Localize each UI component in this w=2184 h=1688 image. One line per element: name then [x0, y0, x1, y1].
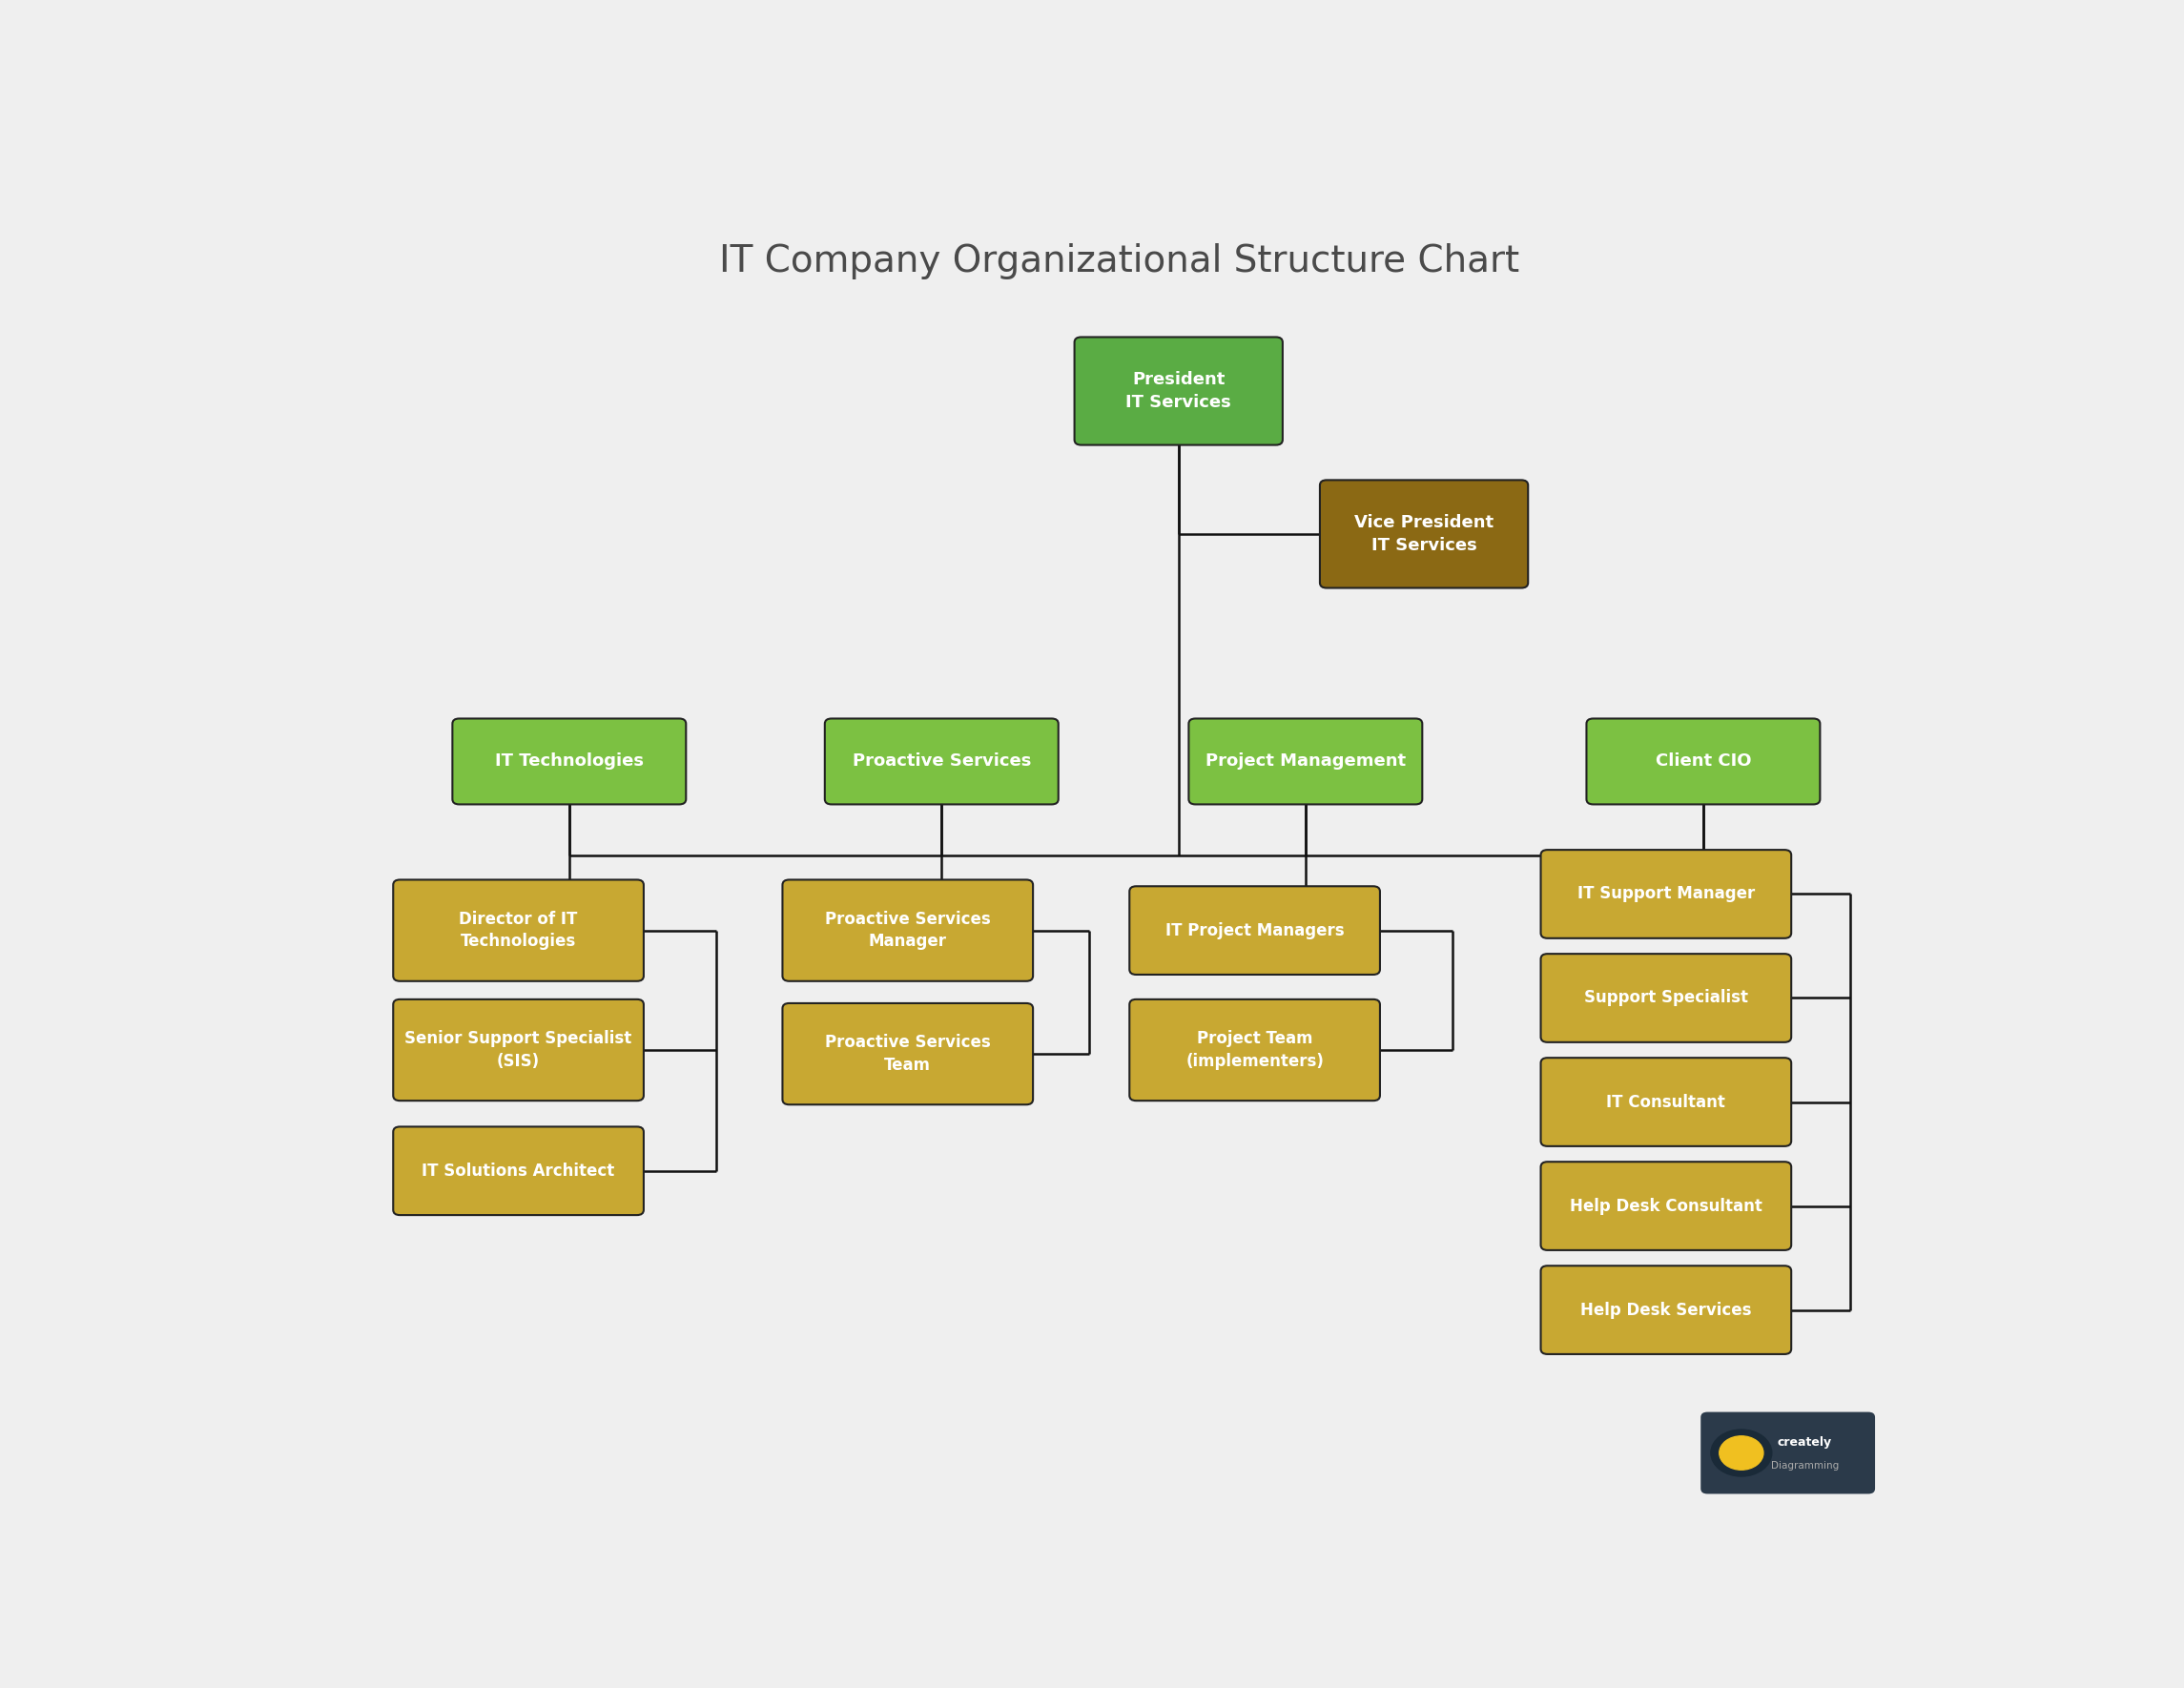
FancyBboxPatch shape: [393, 1126, 644, 1215]
Text: Vice President
IT Services: Vice President IT Services: [1354, 515, 1494, 554]
Circle shape: [1719, 1436, 1762, 1470]
Text: IT Technologies: IT Technologies: [496, 753, 644, 770]
FancyBboxPatch shape: [1129, 886, 1380, 974]
Text: Project Management: Project Management: [1206, 753, 1406, 770]
Text: Support Specialist: Support Specialist: [1583, 989, 1747, 1006]
Text: Proactive Services
Manager: Proactive Services Manager: [826, 910, 992, 950]
FancyBboxPatch shape: [1188, 719, 1422, 805]
FancyBboxPatch shape: [393, 879, 644, 981]
FancyBboxPatch shape: [1540, 1058, 1791, 1146]
Text: Project Team
(implementers): Project Team (implementers): [1186, 1030, 1324, 1070]
FancyBboxPatch shape: [1540, 849, 1791, 939]
Text: IT Project Managers: IT Project Managers: [1166, 922, 1343, 939]
Circle shape: [1710, 1430, 1771, 1477]
FancyBboxPatch shape: [826, 719, 1059, 805]
Text: creately: creately: [1778, 1436, 1832, 1448]
Text: Senior Support Specialist
(SIS): Senior Support Specialist (SIS): [404, 1030, 631, 1070]
Text: IT Support Manager: IT Support Manager: [1577, 886, 1754, 903]
FancyBboxPatch shape: [1319, 479, 1529, 587]
FancyBboxPatch shape: [1540, 954, 1791, 1041]
Text: Proactive Services
Team: Proactive Services Team: [826, 1035, 992, 1074]
FancyBboxPatch shape: [393, 999, 644, 1101]
Text: Proactive Services: Proactive Services: [852, 753, 1031, 770]
Text: IT Company Organizational Structure Chart: IT Company Organizational Structure Char…: [719, 243, 1520, 279]
FancyBboxPatch shape: [1701, 1411, 1876, 1494]
FancyBboxPatch shape: [1129, 999, 1380, 1101]
Text: IT Consultant: IT Consultant: [1607, 1094, 1725, 1111]
FancyBboxPatch shape: [1540, 1161, 1791, 1251]
FancyBboxPatch shape: [1540, 1266, 1791, 1354]
FancyBboxPatch shape: [782, 1003, 1033, 1104]
Text: Client CIO: Client CIO: [1655, 753, 1752, 770]
Text: Help Desk Consultant: Help Desk Consultant: [1570, 1197, 1762, 1215]
FancyBboxPatch shape: [1586, 719, 1819, 805]
Text: Diagramming: Diagramming: [1771, 1462, 1839, 1470]
Text: Director of IT
Technologies: Director of IT Technologies: [459, 910, 579, 950]
FancyBboxPatch shape: [1075, 338, 1282, 446]
FancyBboxPatch shape: [782, 879, 1033, 981]
FancyBboxPatch shape: [452, 719, 686, 805]
Text: Help Desk Services: Help Desk Services: [1581, 1301, 1752, 1318]
Text: IT Solutions Architect: IT Solutions Architect: [422, 1163, 616, 1180]
Text: President
IT Services: President IT Services: [1125, 371, 1232, 410]
